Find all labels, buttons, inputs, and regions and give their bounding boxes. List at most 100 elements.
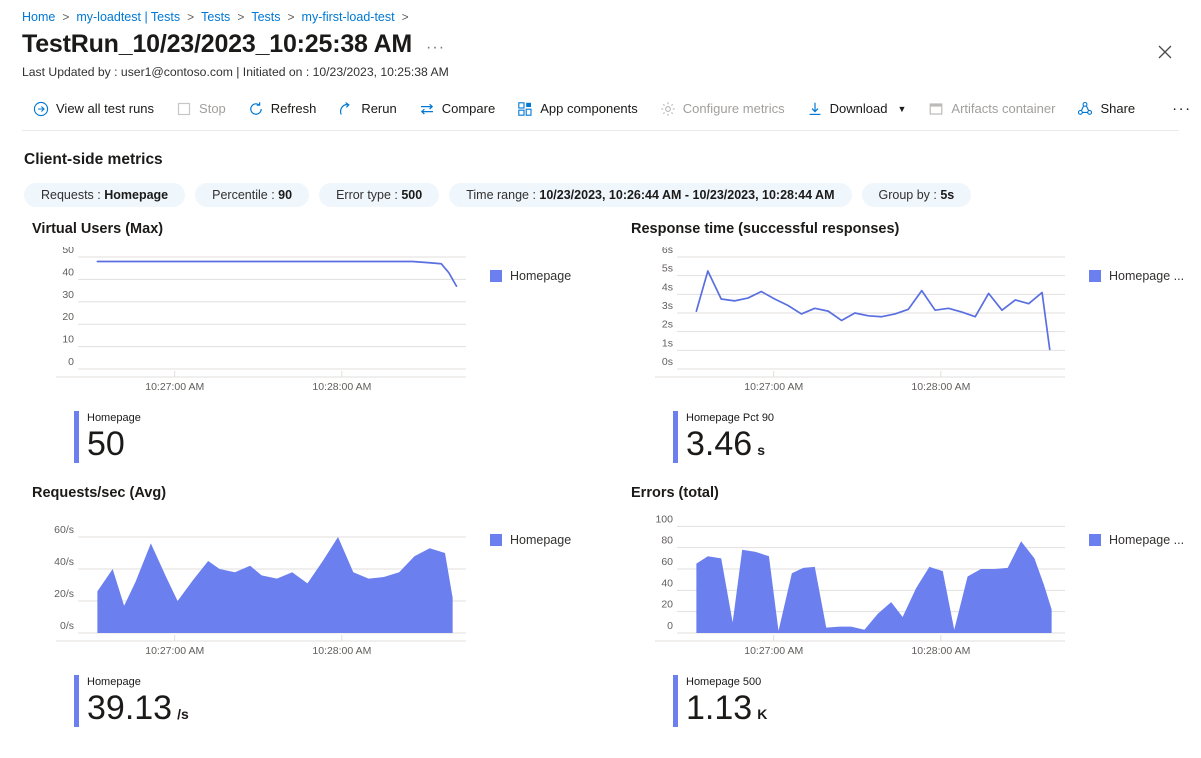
svg-text:40: 40 xyxy=(62,266,74,278)
chart-plot-requests-per-sec[interactable]: 0/s 20/s 40/s 60/s 10:27:00 AM 10:28:00 AM xyxy=(32,511,474,663)
command-label: Artifacts container xyxy=(951,101,1056,116)
chart-plot-errors-total[interactable]: 0 20 40 60 80 100 10:27:00 AM 10:28:00 AM xyxy=(631,511,1073,663)
container-icon xyxy=(928,101,944,117)
chart-plot-response-time[interactable]: 0s 1s 2s 3s 4s 5s 6s 10:27:00 AM 10:28:00 AM xyxy=(631,244,1073,399)
app-components-button[interactable]: App components xyxy=(506,97,649,121)
kpi-label: Homepage xyxy=(87,676,141,688)
filter-pill-group-by[interactable]: Group by : 5s xyxy=(861,183,972,207)
svg-text:10:28:00 AM: 10:28:00 AM xyxy=(312,645,371,657)
download-icon xyxy=(807,101,823,117)
page-title: TestRun_10/23/2023_10:25:38 AM xyxy=(22,30,413,58)
svg-text:20/s: 20/s xyxy=(54,588,74,600)
view-all-test-runs-button[interactable]: View all test runs xyxy=(22,97,165,121)
chart-legend[interactable]: Homepage ... xyxy=(1089,533,1184,547)
kpi-accent-bar xyxy=(673,675,678,727)
filter-pill-time-range[interactable]: Time range : 10/23/2023, 10:26:44 AM - 1… xyxy=(449,183,852,207)
chart-legend[interactable]: Homepage ... xyxy=(1089,269,1184,283)
svg-text:10:28:00 AM: 10:28:00 AM xyxy=(911,381,970,393)
kpi-value: 50 xyxy=(87,425,125,463)
breadcrumb-separator-icon: > xyxy=(287,9,295,24)
filter-label: Percentile : xyxy=(212,188,279,202)
legend-swatch-icon xyxy=(490,534,502,546)
title-more-button[interactable]: ··· xyxy=(426,38,446,56)
svg-text:50: 50 xyxy=(62,247,74,256)
kpi-requests-per-sec: Homepage 39.13 /s xyxy=(74,675,607,727)
arrow-right-circle-icon xyxy=(33,101,49,117)
kpi-label: Homepage 500 xyxy=(686,676,762,688)
svg-text:4s: 4s xyxy=(662,281,673,293)
filter-pill-percentile[interactable]: Percentile : 90 xyxy=(195,183,310,207)
chart-card-virtual-users: Virtual Users (Max) 0 10 20 30 40 50 10:27:00 … xyxy=(32,221,607,463)
filter-value: 90 xyxy=(278,188,293,202)
svg-text:40/s: 40/s xyxy=(54,556,74,568)
chart-title: Response time (successful responses) xyxy=(631,221,900,237)
share-icon xyxy=(1077,101,1093,117)
command-label: Configure metrics xyxy=(682,101,785,116)
filter-label: Error type : xyxy=(336,188,402,202)
filter-pill-requests[interactable]: Requests : Homepage xyxy=(24,183,186,207)
svg-text:2s: 2s xyxy=(662,319,673,331)
svg-text:0: 0 xyxy=(68,356,74,368)
stop-button: Stop xyxy=(165,97,237,121)
svg-text:6s: 6s xyxy=(662,247,673,256)
chart-plot-virtual-users[interactable]: 0 10 20 30 40 50 10:27:00 AM 10:28:00 AM xyxy=(32,244,474,399)
chart-title: Virtual Users (Max) xyxy=(32,221,164,237)
command-label: Refresh xyxy=(270,101,317,116)
legend-label: Homepage ... xyxy=(1109,269,1185,283)
rerun-icon xyxy=(338,101,354,117)
command-label: App components xyxy=(540,101,638,116)
breadcrumb-item-tests-1[interactable]: Tests xyxy=(201,9,231,24)
download-button[interactable]: Download ▼ xyxy=(796,97,918,121)
kpi-label: Homepage Pct 90 xyxy=(686,412,775,424)
kpi-value: 3.46 xyxy=(686,425,753,463)
breadcrumb-item-my-loadtest-tests[interactable]: my-loadtest | Tests xyxy=(76,9,181,24)
command-label: Download xyxy=(829,101,888,116)
svg-text:10:27:00 AM: 10:27:00 AM xyxy=(744,645,803,657)
chart-legend[interactable]: Homepage xyxy=(490,533,571,547)
rerun-button[interactable]: Rerun xyxy=(327,97,407,121)
chart-title: Requests/sec (Avg) xyxy=(32,485,167,501)
refresh-button[interactable]: Refresh xyxy=(237,97,328,121)
command-label: Share xyxy=(1100,101,1136,116)
toolbar-overflow-button[interactable]: ··· xyxy=(1172,100,1192,117)
svg-text:0/s: 0/s xyxy=(60,620,74,632)
svg-text:60: 60 xyxy=(661,556,673,568)
breadcrumb-item-home[interactable]: Home xyxy=(22,9,56,24)
breadcrumb-separator-icon: > xyxy=(187,9,195,24)
kpi-errors-total: Homepage 500 1.13 K xyxy=(673,675,1201,727)
legend-label: Homepage xyxy=(510,269,572,283)
breadcrumb-item-my-first-load-test[interactable]: my-first-load-test xyxy=(301,9,395,24)
svg-text:20: 20 xyxy=(62,311,74,323)
svg-text:60/s: 60/s xyxy=(54,524,74,536)
filter-label: Group by : xyxy=(878,188,941,202)
svg-text:1s: 1s xyxy=(662,337,673,349)
command-label: View all test runs xyxy=(56,101,155,116)
close-icon[interactable] xyxy=(1151,38,1179,66)
chart-legend[interactable]: Homepage xyxy=(490,269,571,283)
svg-text:80: 80 xyxy=(661,535,673,547)
page-subtitle: Last Updated by : user1@contoso.com | In… xyxy=(22,65,449,79)
breadcrumb-separator-icon: > xyxy=(62,9,70,24)
compare-button[interactable]: Compare xyxy=(408,97,506,121)
title-row: TestRun_10/23/2023_10:25:38 AM ··· xyxy=(0,26,1201,59)
kpi-virtual-users: Homepage 50 xyxy=(74,411,607,463)
svg-text:3s: 3s xyxy=(662,300,673,312)
kpi-response-time: Homepage Pct 90 3.46 s xyxy=(673,411,1201,463)
legend-swatch-icon xyxy=(1089,534,1101,546)
share-button[interactable]: Share xyxy=(1066,97,1146,121)
svg-text:10: 10 xyxy=(62,334,74,346)
svg-text:10:28:00 AM: 10:28:00 AM xyxy=(312,381,371,393)
svg-text:0s: 0s xyxy=(662,356,673,368)
legend-label: Homepage xyxy=(510,533,572,547)
filter-pill-error-type[interactable]: Error type : 500 xyxy=(319,183,440,207)
chart-title: Errors (total) xyxy=(631,485,719,501)
breadcrumb-item-tests-2[interactable]: Tests xyxy=(251,9,281,24)
command-label: Rerun xyxy=(361,101,397,116)
filter-value: 500 xyxy=(401,188,423,202)
svg-text:10:27:00 AM: 10:27:00 AM xyxy=(145,645,204,657)
kpi-accent-bar xyxy=(74,675,79,727)
kpi-label: Homepage xyxy=(87,412,141,424)
gear-icon xyxy=(660,101,676,117)
filter-label: Time range : xyxy=(466,188,540,202)
stop-square-icon xyxy=(176,101,192,117)
